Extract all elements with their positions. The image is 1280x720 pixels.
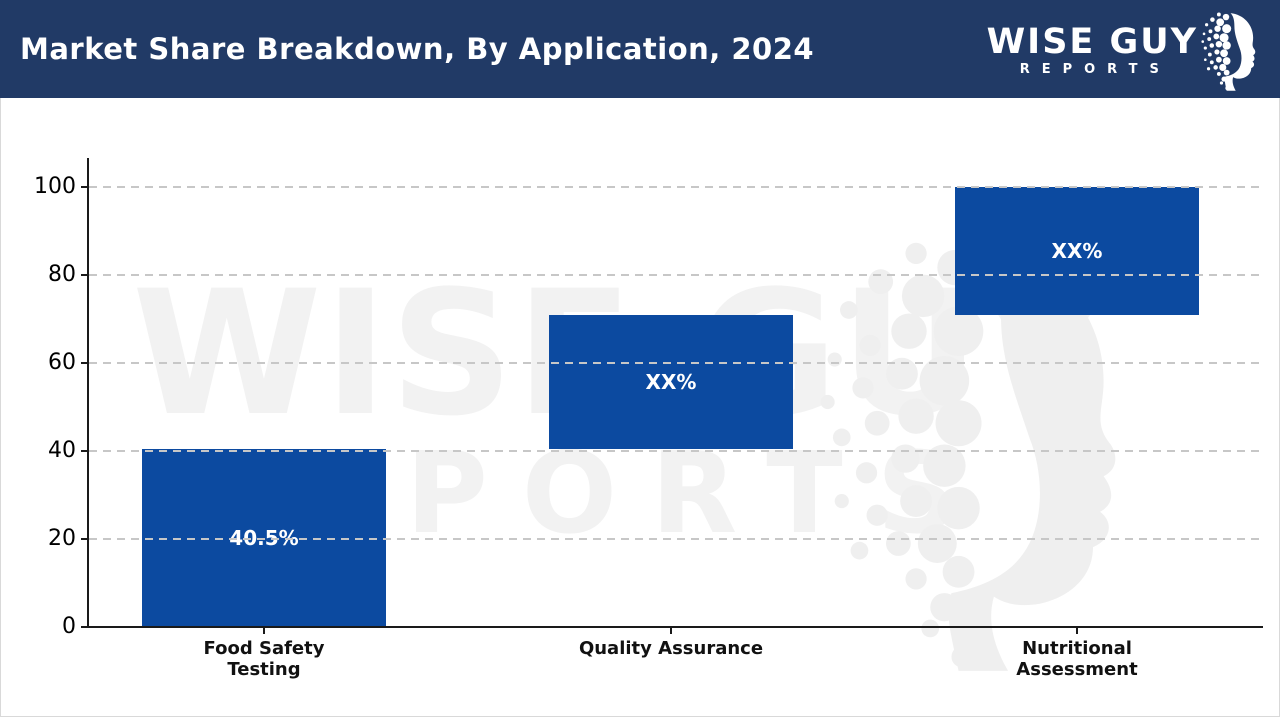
x-category-line: Quality Assurance — [578, 638, 764, 659]
bar-3: XX% — [955, 187, 1199, 315]
bar-value-label: 40.5% — [229, 525, 299, 550]
x-category-label: Quality Assurance — [521, 638, 821, 659]
gridline-60 — [89, 362, 1262, 364]
y-tick-label: 0 — [62, 614, 76, 639]
y-tick-mark — [81, 450, 87, 452]
x-category-label: Food Safety Testing — [114, 638, 414, 680]
x-axis-line — [87, 626, 1263, 628]
x-tick-mark — [263, 628, 265, 634]
gridline-80 — [89, 274, 1262, 276]
x-tick-mark — [1076, 628, 1078, 634]
gridline-100 — [89, 186, 1262, 188]
wiseguy-logo: WISE GUY REPORTS — [987, 7, 1268, 93]
y-tick-label: 60 — [48, 350, 76, 375]
y-tick-mark — [81, 362, 87, 364]
chart-title: Market Share Breakdown, By Application, … — [20, 32, 815, 66]
y-tick-mark — [81, 186, 87, 188]
gridline-40 — [89, 450, 1262, 452]
y-tick-mark — [81, 538, 87, 540]
y-tick-label: 100 — [34, 174, 76, 199]
header-bar: Market Share Breakdown, By Application, … — [0, 0, 1280, 98]
bar-value-label: XX% — [1051, 238, 1103, 263]
x-category-line: Nutritional — [1022, 638, 1132, 659]
y-axis-line — [87, 158, 89, 628]
logo-subtitle-text: REPORTS — [1019, 61, 1171, 77]
page-border-bottom — [0, 716, 1280, 717]
x-category-line: Assessment — [1016, 659, 1138, 680]
x-tick-mark — [670, 628, 672, 634]
bar-1: 40.5% — [142, 448, 386, 627]
y-tick-mark — [81, 626, 87, 628]
x-category-line: Food Safety — [203, 638, 325, 659]
y-tick-label: 80 — [48, 262, 76, 287]
logo-wordmark: WISE GUY REPORTS — [987, 24, 1198, 77]
y-tick-label: 20 — [48, 526, 76, 551]
bar-2: XX% — [549, 314, 793, 449]
page-border-left — [0, 98, 1, 716]
gridline-20 — [89, 538, 1262, 540]
bar-value-label: XX% — [645, 369, 697, 394]
logo-title-text: WISE GUY — [986, 21, 1198, 62]
x-category-label: Nutritional Assessment — [927, 638, 1227, 680]
x-category-line: Testing — [227, 659, 301, 680]
y-tick-mark — [81, 274, 87, 276]
y-tick-label: 40 — [48, 438, 76, 463]
